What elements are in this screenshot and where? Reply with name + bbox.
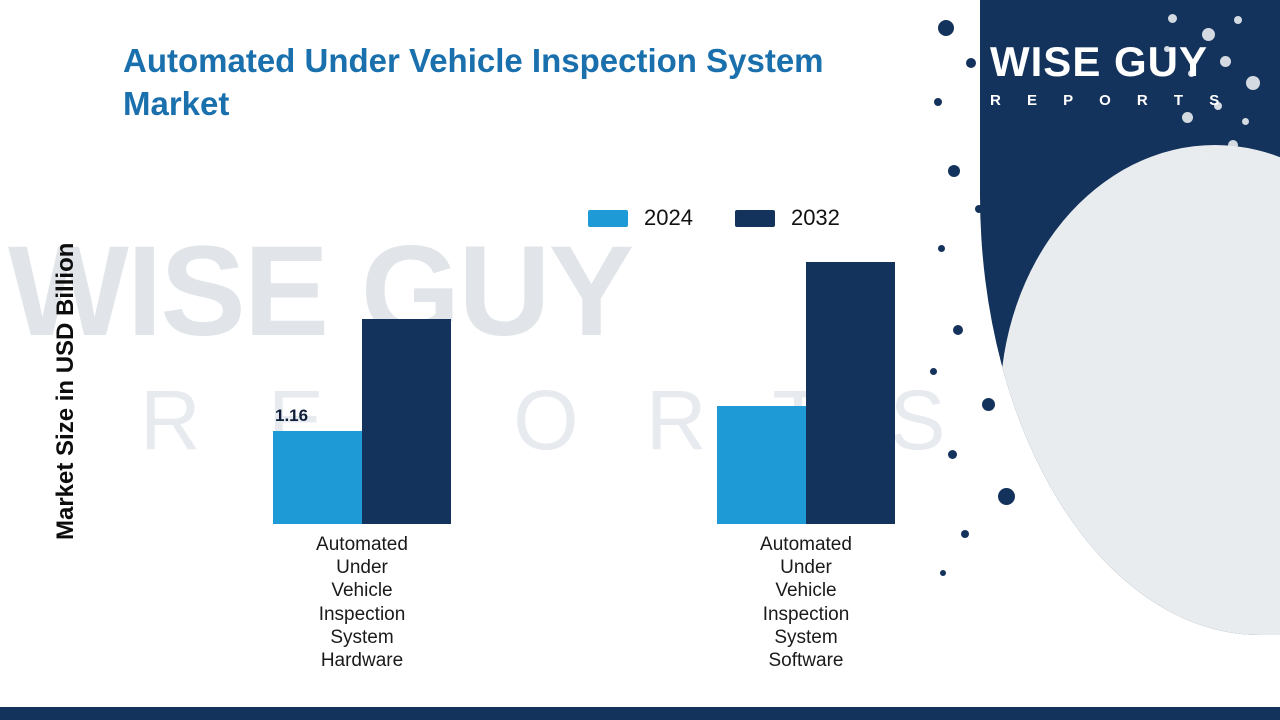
decorative-dot: [990, 278, 1006, 294]
decorative-dot: [986, 118, 1006, 138]
decorative-dot: [938, 20, 954, 36]
decorative-dot: [1234, 16, 1242, 24]
decorative-dot: [1182, 112, 1193, 123]
legend-label: 2024: [644, 205, 693, 230]
legend-label: 2032: [790, 205, 840, 230]
legend-item: 2032: [734, 205, 840, 231]
decorative-dot: [1188, 70, 1195, 77]
bar-group: 1.16: [273, 319, 451, 524]
bar-group: [717, 262, 895, 524]
decorative-dot: [1220, 56, 1231, 67]
decorative-dot: [1168, 14, 1177, 23]
bar-value-label: 1.16: [275, 406, 309, 425]
decorative-dot: [1242, 118, 1249, 125]
decorative-dot: [930, 368, 937, 375]
decorative-dot: [953, 325, 963, 335]
decorative-dot: [1164, 46, 1170, 52]
logo-wordmark: WISE GUY: [990, 38, 1209, 85]
decorative-dot: [938, 245, 945, 252]
decorative-dot: [934, 98, 942, 106]
legend-swatch: [734, 209, 775, 227]
bar-2024: [717, 406, 806, 524]
footer-bar: [0, 707, 1280, 720]
bar-chart: 1.16: [273, 261, 895, 524]
bar-2024: 1.16: [273, 406, 362, 524]
category-labels: Automated Under Vehicle Inspection Syste…: [273, 533, 895, 672]
legend-swatch: [588, 209, 628, 227]
page-title: Automated Under Vehicle Inspection Syste…: [123, 42, 824, 122]
category-label: Automated Under Vehicle Inspection Syste…: [760, 534, 852, 671]
decorative-dot: [948, 165, 960, 177]
decorative-dot: [982, 398, 995, 411]
decorative-dot: [1214, 102, 1222, 110]
decorative-dot: [1246, 76, 1260, 90]
chart-legend: 2024 2032: [588, 205, 840, 231]
brand-panel: WISE GUY R E P O R T S: [980, 0, 1280, 635]
decorative-dot: [948, 450, 957, 459]
decorative-dot: [940, 570, 946, 576]
decorative-dot: [998, 488, 1015, 505]
bar-2032: [362, 319, 451, 524]
category-label: Automated Under Vehicle Inspection Syste…: [316, 534, 408, 671]
bar-2032: [806, 262, 895, 524]
legend-item: 2024: [588, 205, 693, 231]
y-axis-label: Market Size in USD Billion: [52, 242, 79, 540]
watermark-line1: WISE GUY: [8, 220, 634, 363]
decorative-dot: [961, 530, 969, 538]
decorative-dot: [1202, 28, 1215, 41]
decorative-dot: [975, 205, 983, 213]
decorative-dot: [966, 58, 976, 68]
face-silhouette: [1000, 145, 1280, 635]
logo-subtitle: R E P O R T S: [990, 92, 1231, 109]
decorative-dot: [1198, 150, 1204, 156]
decorative-dot: [1228, 140, 1238, 150]
logo: WISE GUY R E P O R T S: [990, 38, 1230, 109]
